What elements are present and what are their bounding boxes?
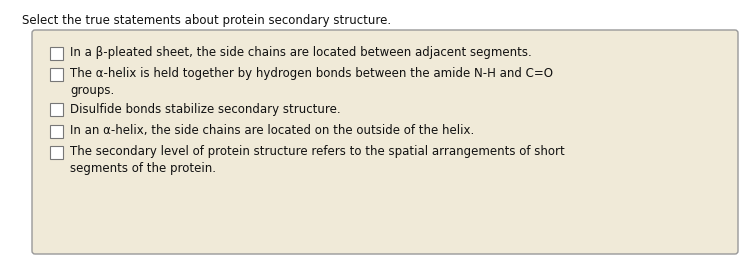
Text: The α-helix is held together by hydrogen bonds between the amide N-H and C=O
gro: The α-helix is held together by hydrogen… — [70, 68, 553, 97]
Text: In an α-helix, the side chains are located on the outside of the helix.: In an α-helix, the side chains are locat… — [70, 124, 474, 137]
Text: Disulfide bonds stabilize secondary structure.: Disulfide bonds stabilize secondary stru… — [70, 102, 341, 116]
FancyBboxPatch shape — [49, 103, 62, 116]
FancyBboxPatch shape — [49, 124, 62, 138]
FancyBboxPatch shape — [32, 30, 738, 254]
FancyBboxPatch shape — [49, 68, 62, 81]
Text: In a β-pleated sheet, the side chains are located between adjacent segments.: In a β-pleated sheet, the side chains ar… — [70, 46, 532, 59]
FancyBboxPatch shape — [49, 46, 62, 59]
FancyBboxPatch shape — [49, 146, 62, 159]
Text: Select the true statements about protein secondary structure.: Select the true statements about protein… — [22, 14, 391, 27]
Text: The secondary level of protein structure refers to the spatial arrangements of s: The secondary level of protein structure… — [70, 145, 565, 175]
